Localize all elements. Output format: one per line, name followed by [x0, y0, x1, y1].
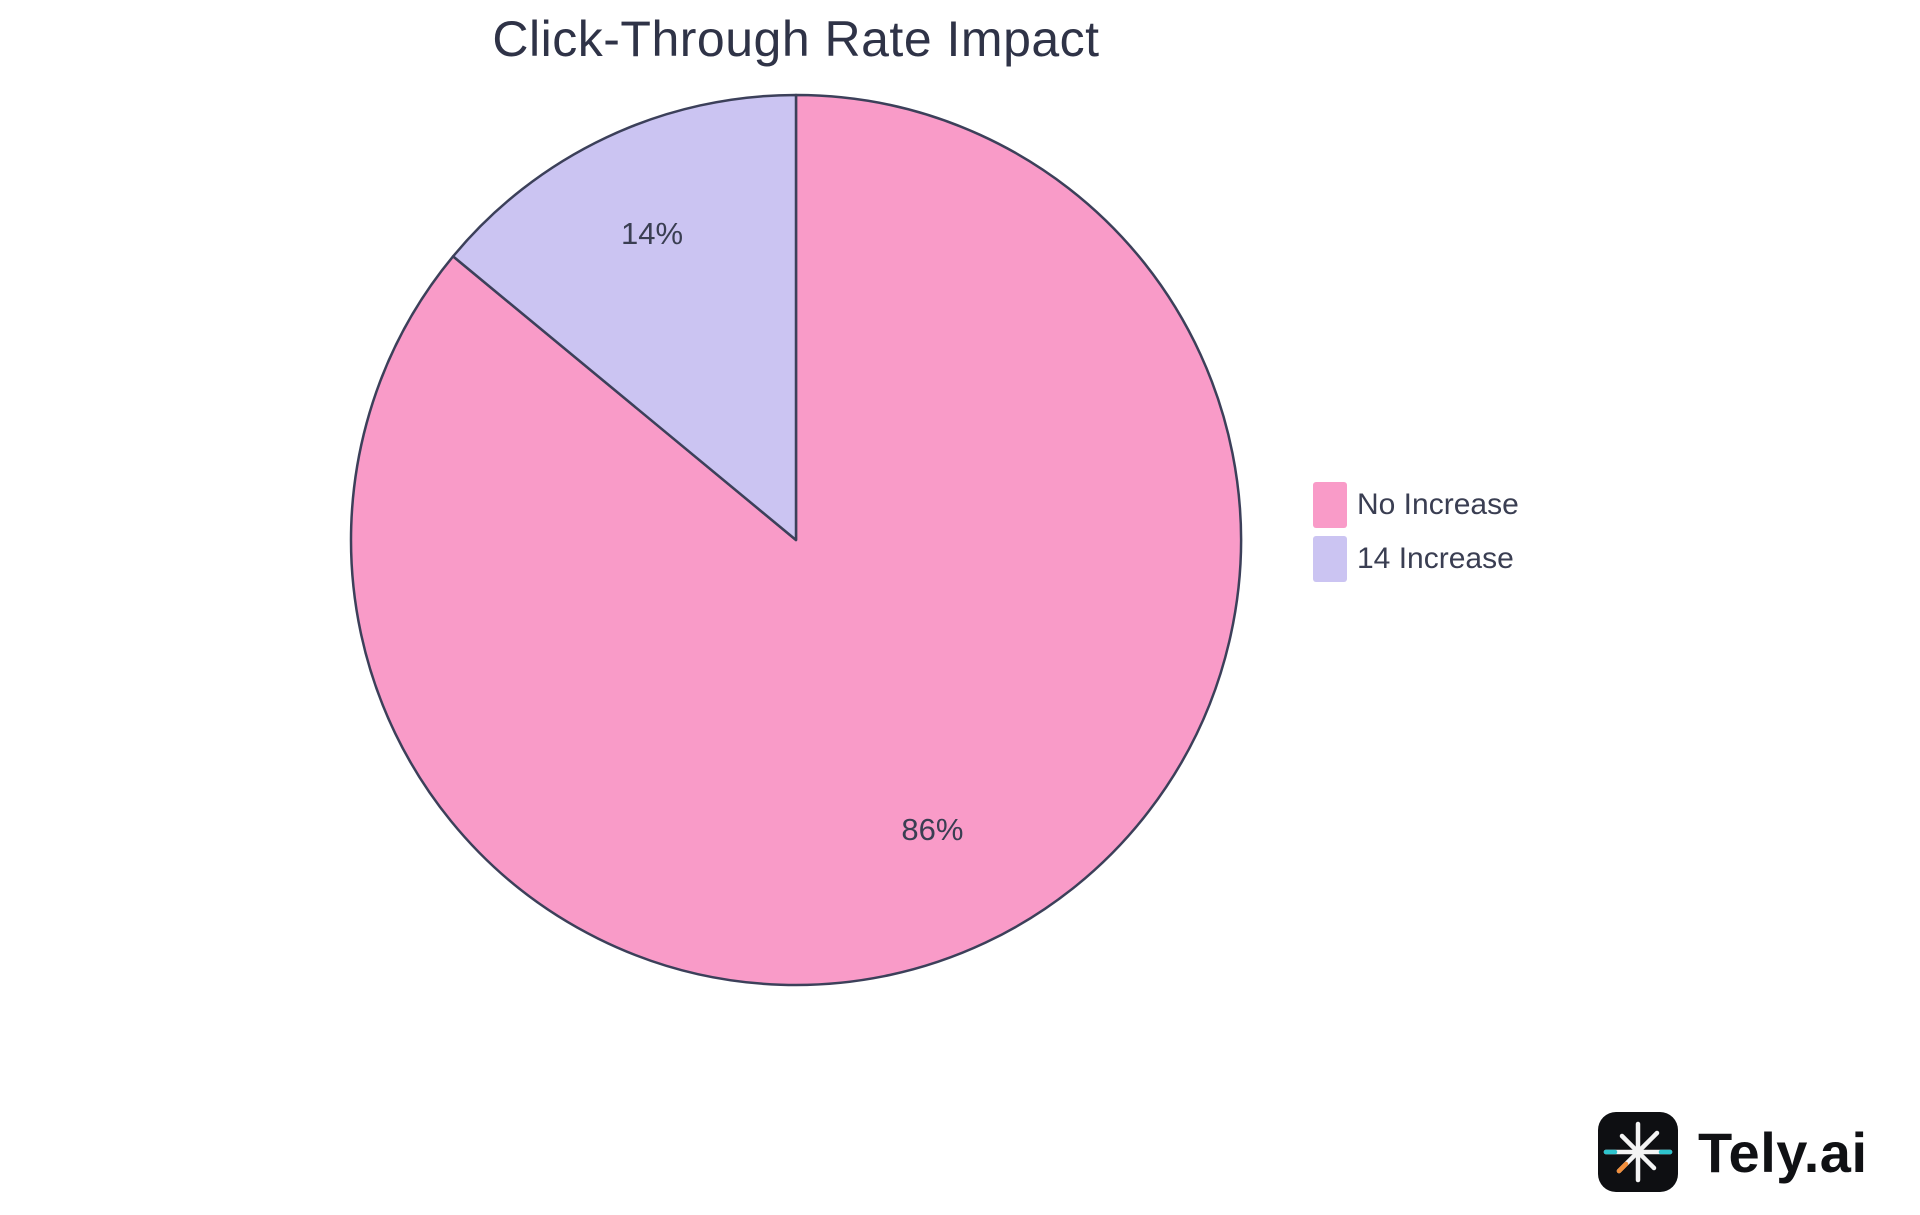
legend-swatch: [1313, 536, 1347, 582]
brand-name: Tely.ai: [1698, 1120, 1868, 1184]
pie-slice-14-increase[interactable]: [451, 93, 798, 542]
legend-item-no-increase[interactable]: No Increase: [1313, 482, 1519, 528]
legend-label: 14 Increase: [1357, 542, 1514, 575]
brand-logo: Tely.ai: [1598, 1112, 1868, 1192]
slice-label: 14%: [621, 216, 683, 251]
legend-label: No Increase: [1357, 488, 1519, 521]
legend-swatch: [1313, 482, 1347, 528]
starburst-icon: [1603, 1121, 1673, 1183]
legend: No Increase 14 Increase: [1313, 482, 1519, 582]
slice-label: 86%: [901, 812, 963, 847]
tely-logo-icon: [1598, 1112, 1678, 1192]
legend-item-14-increase[interactable]: 14 Increase: [1313, 536, 1519, 582]
chart-title: Click-Through Rate Impact: [492, 11, 1100, 67]
pie-chart: 86% 14%: [349, 93, 1243, 987]
